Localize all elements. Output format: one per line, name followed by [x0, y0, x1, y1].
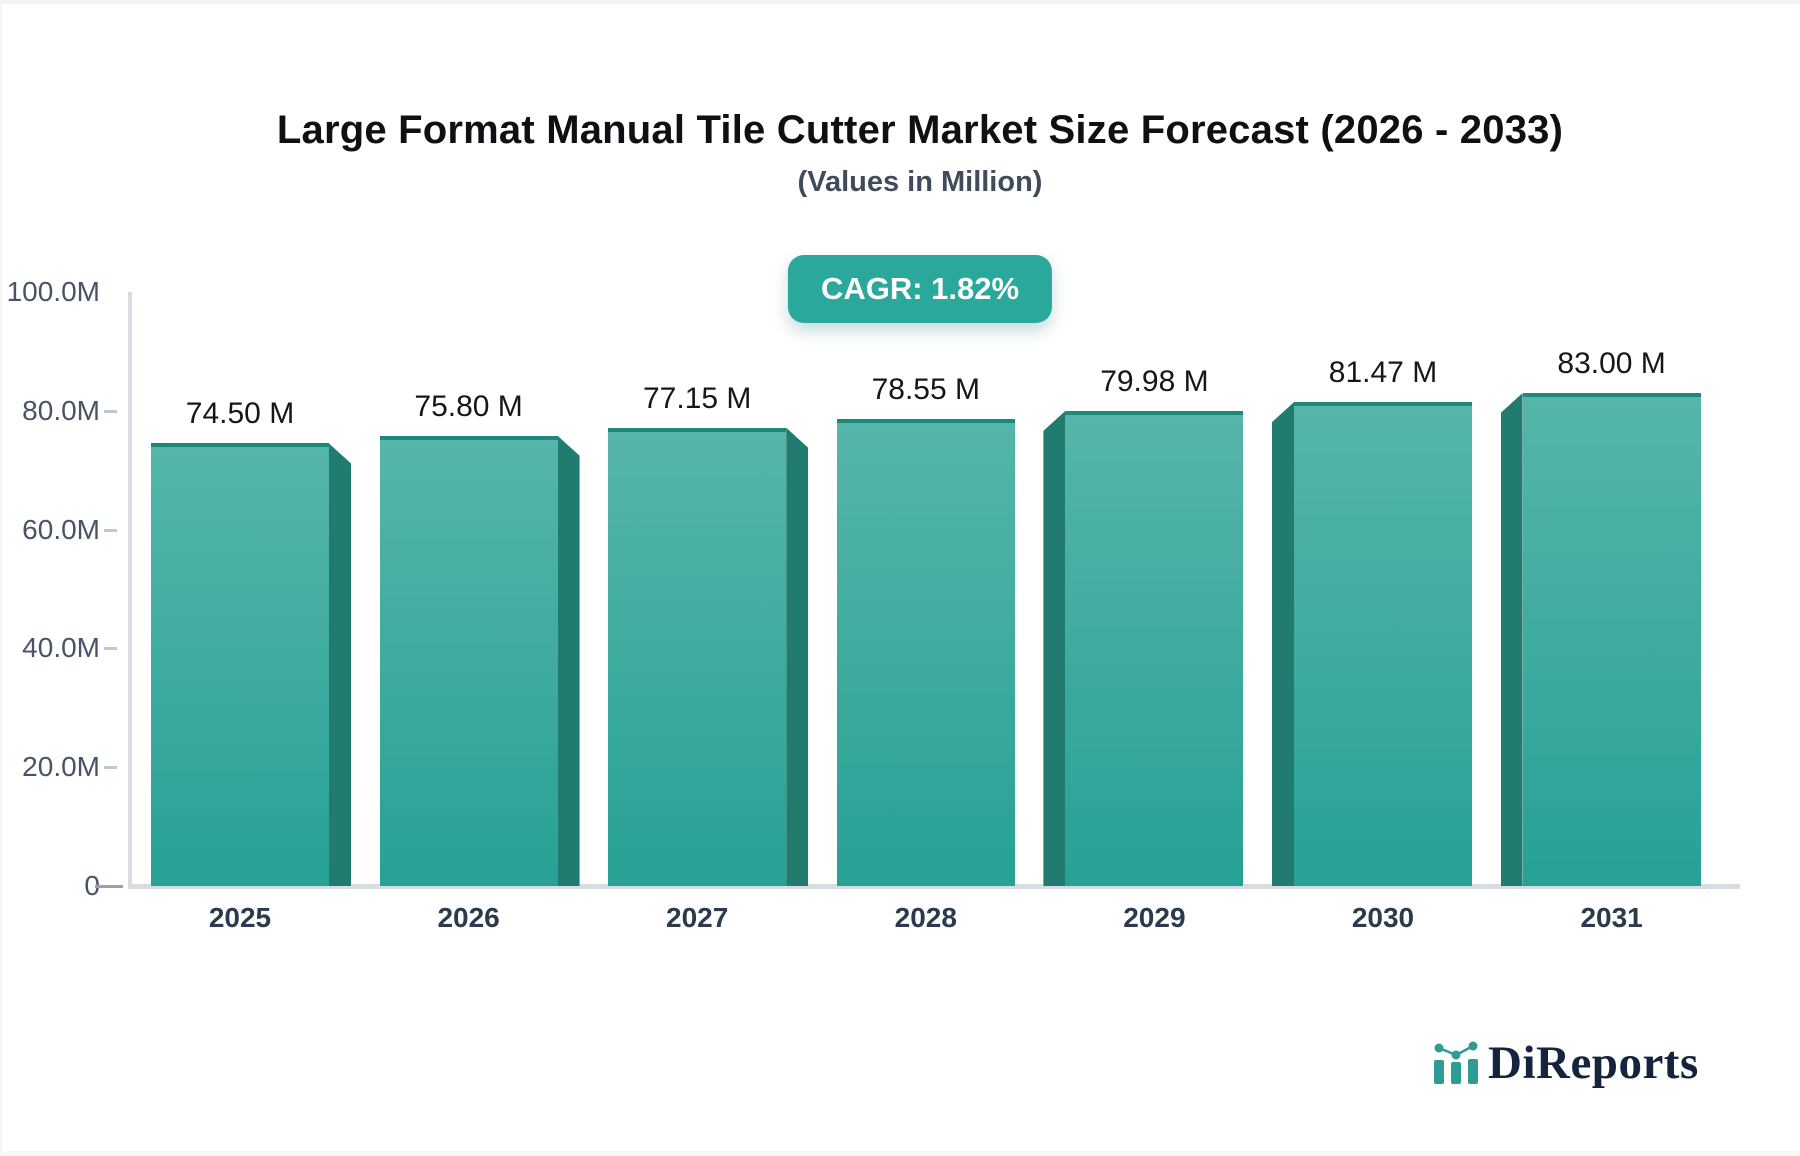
x-axis-label-2031: 2031	[1580, 902, 1643, 933]
bar-2027	[608, 427, 787, 886]
y-axis-tick	[104, 528, 117, 532]
bar-value-label-2025: 74.50 M	[185, 397, 295, 431]
y-axis-label-60.0M: 60.0M	[22, 513, 100, 545]
y-axis-label-40.0M: 40.0M	[22, 632, 100, 664]
chart-subtitle: (Values in Million)	[797, 166, 1043, 198]
bar-2026	[379, 435, 558, 886]
x-axis-label-2028: 2028	[894, 902, 957, 933]
bar-2031	[1522, 392, 1701, 886]
x-axis-label-2029: 2029	[1123, 902, 1186, 933]
bar-line-chart-logo-icon	[1434, 1041, 1478, 1084]
y-axis-tick	[104, 766, 117, 770]
y-axis-label-100.0M: 100.0M	[6, 276, 100, 307]
bar-value-label-2028: 78.55 M	[871, 373, 980, 407]
cagr-badge: CAGR: 1.82%	[787, 255, 1053, 323]
y-axis-tick	[104, 409, 117, 413]
bar-value-label-2026: 75.80 M	[414, 389, 523, 423]
x-axis-label-2030: 2030	[1351, 902, 1415, 933]
bar-2027-3d-side	[786, 427, 809, 886]
bar-value-label-2031: 83.00 M	[1557, 346, 1666, 380]
chart-title: Large Format Manual Tile Cutter Market S…	[276, 108, 1564, 152]
bar-value-label-2029: 79.98 M	[1100, 364, 1209, 398]
y-axis-line	[128, 292, 132, 886]
brand-wordmark: DiReports	[1488, 1037, 1699, 1089]
bar-2026-3d-side	[557, 435, 580, 886]
bar-2030	[1294, 402, 1472, 886]
y-axis-label-20.0M: 20.0M	[22, 751, 100, 783]
bar-value-label-2030: 81.47 M	[1328, 356, 1438, 390]
x-axis-label-2027: 2027	[666, 902, 729, 933]
y-axis-tick	[104, 647, 117, 651]
x-axis-label-2025: 2025	[208, 902, 272, 933]
bar-value-label-2027: 77.15 M	[642, 381, 752, 415]
brand-logo: DiReports	[1432, 1040, 1699, 1088]
bar-2029-3d-side	[1043, 410, 1066, 886]
x-axis-label-2026: 2026	[437, 902, 500, 933]
bar-2030-3d-side	[1272, 402, 1294, 886]
bar-2025-3d-side	[329, 443, 351, 886]
y-axis-label-80.0M: 80.0M	[22, 394, 100, 426]
y-axis-label-0: 0	[84, 870, 100, 901]
bar-2025	[151, 443, 329, 886]
bar-2028	[836, 419, 1015, 886]
bar-2031-3d-side	[1500, 392, 1523, 886]
y-axis-tick	[95, 885, 123, 888]
bar-2029	[1065, 410, 1244, 886]
x-axis-line	[128, 884, 1740, 889]
